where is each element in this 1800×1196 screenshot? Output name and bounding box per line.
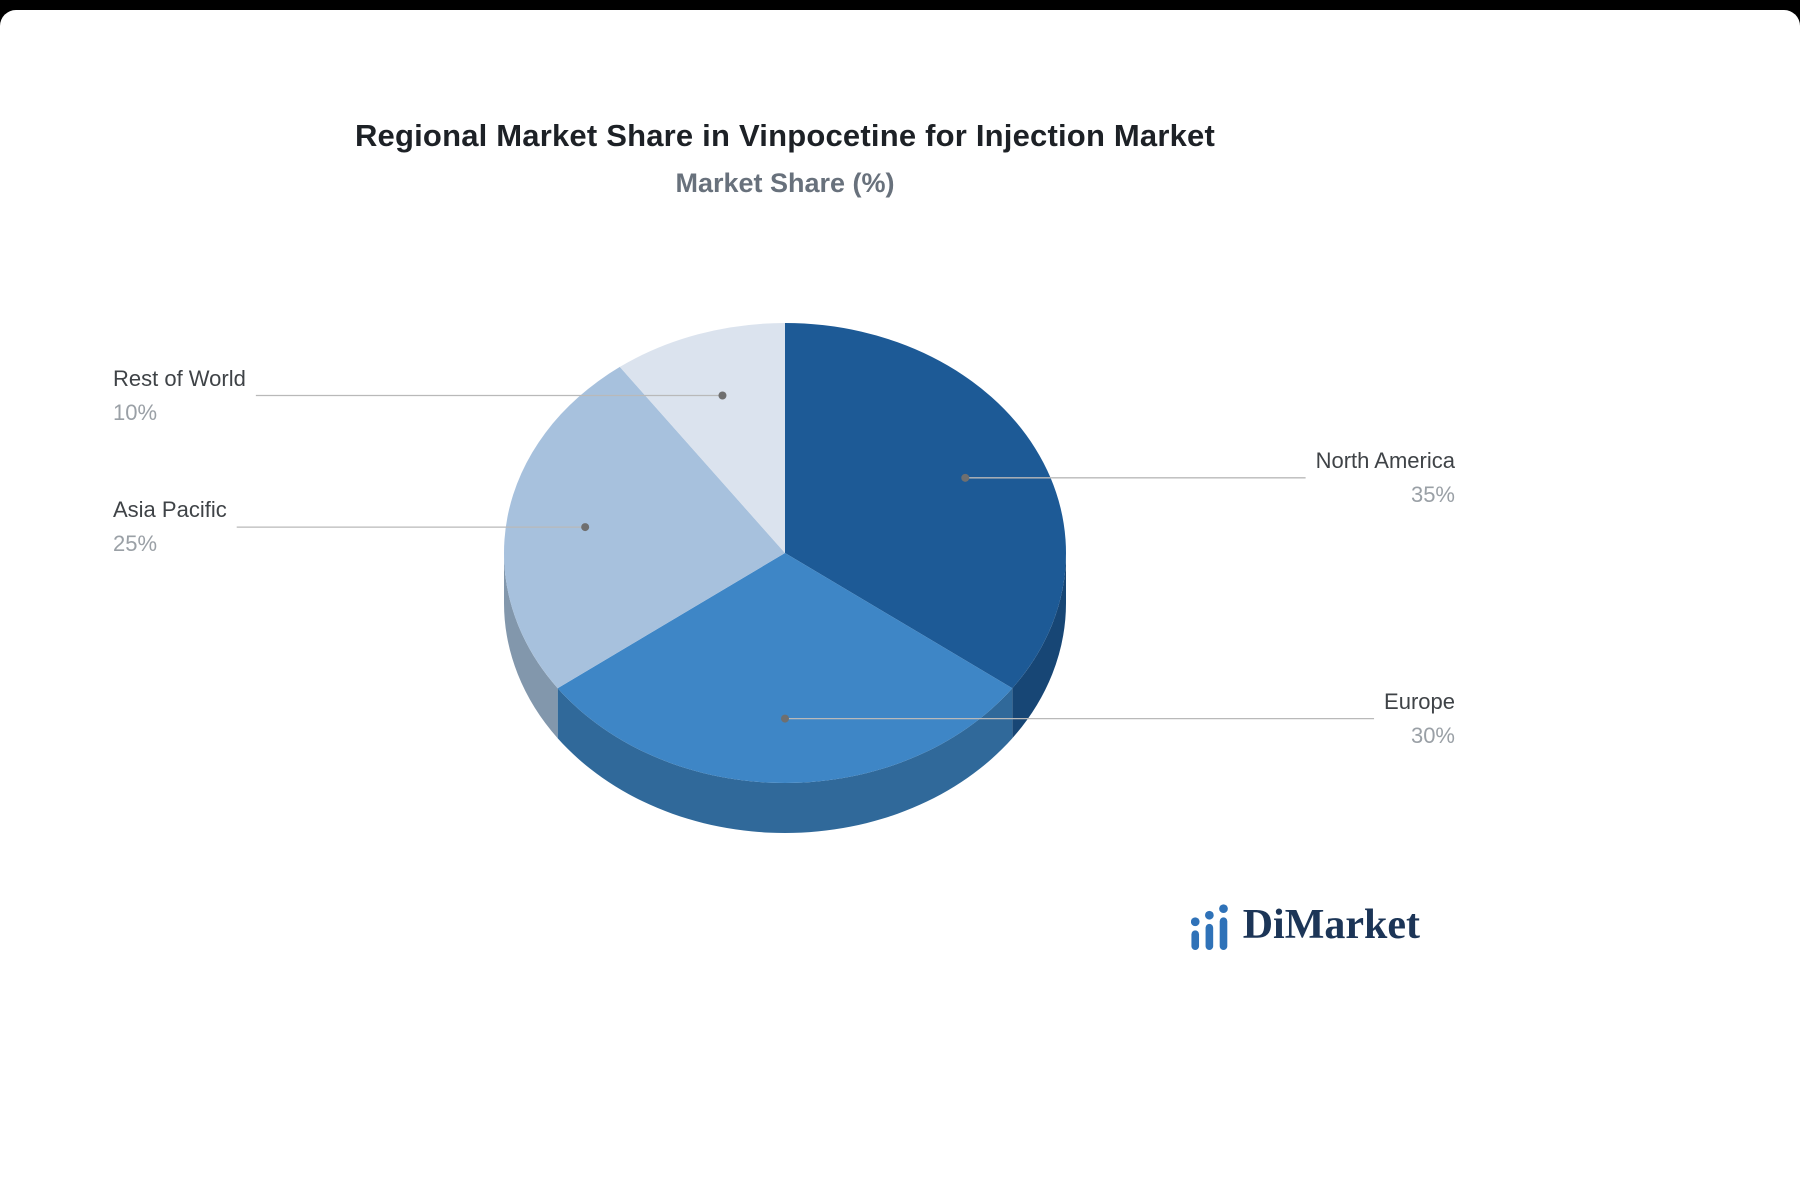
pie-label-value: 35%: [1410, 481, 1455, 507]
pie-label-asia-pacific: Asia Pacific 25%: [113, 493, 227, 561]
pie-label-north-america: North America 35%: [1316, 444, 1455, 512]
pie-slice-europe[interactable]: [557, 553, 1013, 783]
pie-label-value: 30%: [1410, 722, 1455, 748]
bar-chart-icon: [1190, 904, 1228, 950]
pie-label-name: Rest of World: [113, 365, 246, 391]
pie-label-europe: Europe 30%: [1384, 685, 1455, 753]
pie-label-value: 25%: [113, 531, 158, 557]
pie-slice-side-asia-pacific: [504, 553, 558, 739]
dimarket-logo: DiMarket: [1190, 900, 1420, 950]
pie-label-name: Europe: [1384, 688, 1455, 714]
pie-slice-side-north-america: [1012, 553, 1066, 739]
leader-dot-north-america: [961, 473, 970, 482]
chart-title: Regional Market Share in Vinpocetine for…: [354, 118, 1216, 153]
pie-label-rest-of-world: Rest of World 10%: [113, 362, 246, 430]
leader-dot-rest-of-world: [718, 391, 727, 400]
leader-dot-europe: [781, 714, 789, 723]
chart-header: Regional Market Share in Vinpocetine for…: [0, 0, 1570, 198]
leader-dot-asia-pacific: [581, 523, 590, 532]
pie-slice-rest-of-world[interactable]: [619, 323, 785, 553]
pie-label-value: 10%: [113, 399, 158, 425]
pie-slice-north-america[interactable]: [785, 323, 1066, 689]
pie-label-name: Asia Pacific: [113, 497, 227, 523]
pie-slice-asia-pacific[interactable]: [504, 366, 785, 689]
pie-label-name: North America: [1315, 447, 1455, 473]
brand-name: DiMarket: [1242, 902, 1420, 948]
chart-subtitle: Market Share (%): [675, 168, 895, 198]
pie-slice-side-europe: [557, 688, 1013, 833]
